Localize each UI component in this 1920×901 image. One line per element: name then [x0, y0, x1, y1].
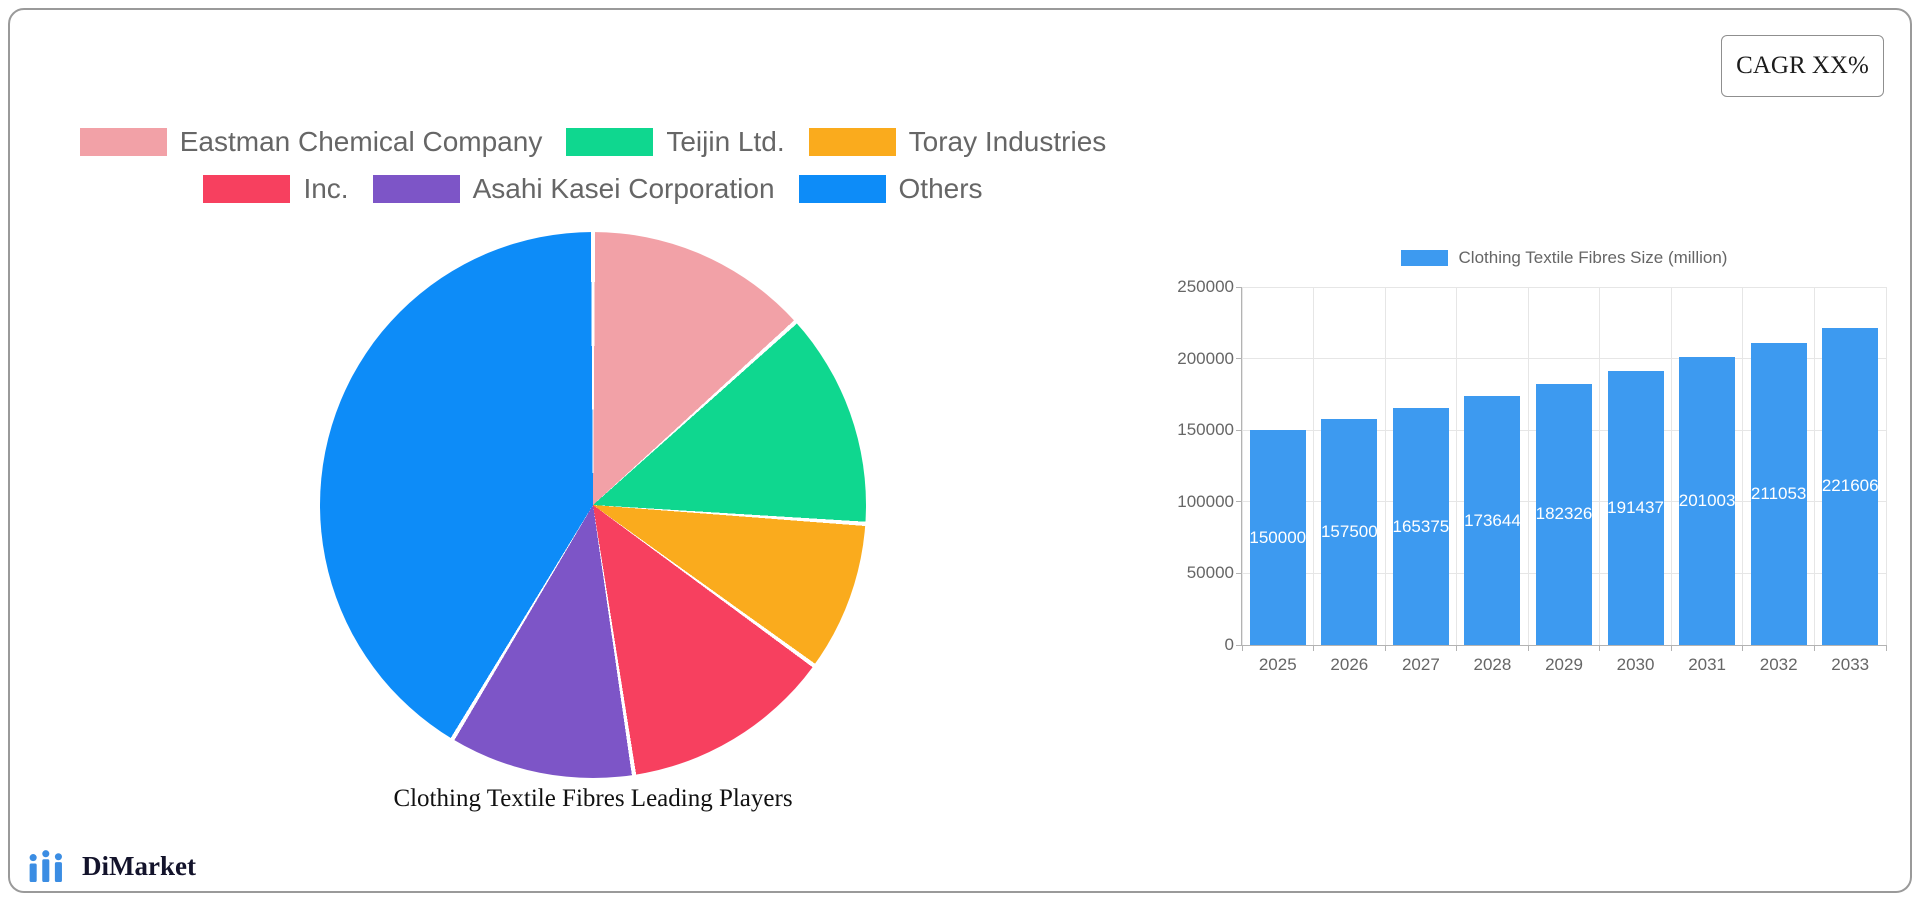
pie-chart: [320, 232, 866, 778]
legend-item: Others: [798, 173, 983, 205]
legend-item: Toray Industries: [808, 126, 1107, 158]
legend-label: Eastman Chemical Company: [179, 126, 543, 157]
bar-chart-logo-icon: [29, 850, 62, 882]
cagr-badge: CAGR XX%: [1721, 35, 1884, 97]
legend-label: Inc.: [303, 173, 349, 204]
legend-swatch: [798, 175, 886, 203]
legend-swatch: [372, 175, 460, 203]
cagr-label: CAGR XX%: [1736, 52, 1869, 79]
legend-swatch: [808, 128, 896, 156]
pie-legend-row: Eastman Chemical Company Teijin Ltd. Toray…: [79, 126, 1107, 158]
legend-item: Teijin Ltd.: [566, 126, 785, 158]
legend-item: Asahi Kasei Corporation: [372, 173, 775, 205]
legend-item: Inc.: [203, 173, 349, 205]
legend-swatch: [79, 128, 167, 156]
pie-legend: Eastman Chemical Company Teijin Ltd. Toray…: [43, 126, 1143, 205]
bar-legend-label: Clothing Textile Fibres Size (million): [1458, 248, 1728, 267]
legend-swatch: [566, 128, 654, 156]
legend-label: Others: [898, 173, 983, 204]
bar-chart-legend: Clothing Textile Fibres Size (million): [1242, 246, 1886, 270]
pie-chart-title: Clothing Textile Fibres Leading Players: [393, 785, 793, 812]
legend-label: Asahi Kasei Corporation: [472, 173, 775, 204]
pie-legend-row: Inc. Asahi Kasei Corporation Others: [203, 173, 983, 205]
legend-label: Toray Industries: [908, 126, 1107, 157]
logo-text: DiMarket: [82, 850, 196, 881]
legend-item: Eastman Chemical Company: [79, 126, 543, 158]
bar-legend-swatch: [1400, 250, 1448, 266]
legend-label: Teijin Ltd.: [666, 126, 785, 157]
dimarket-logo: DiMarket: [27, 850, 196, 882]
legend-swatch: [203, 175, 291, 203]
